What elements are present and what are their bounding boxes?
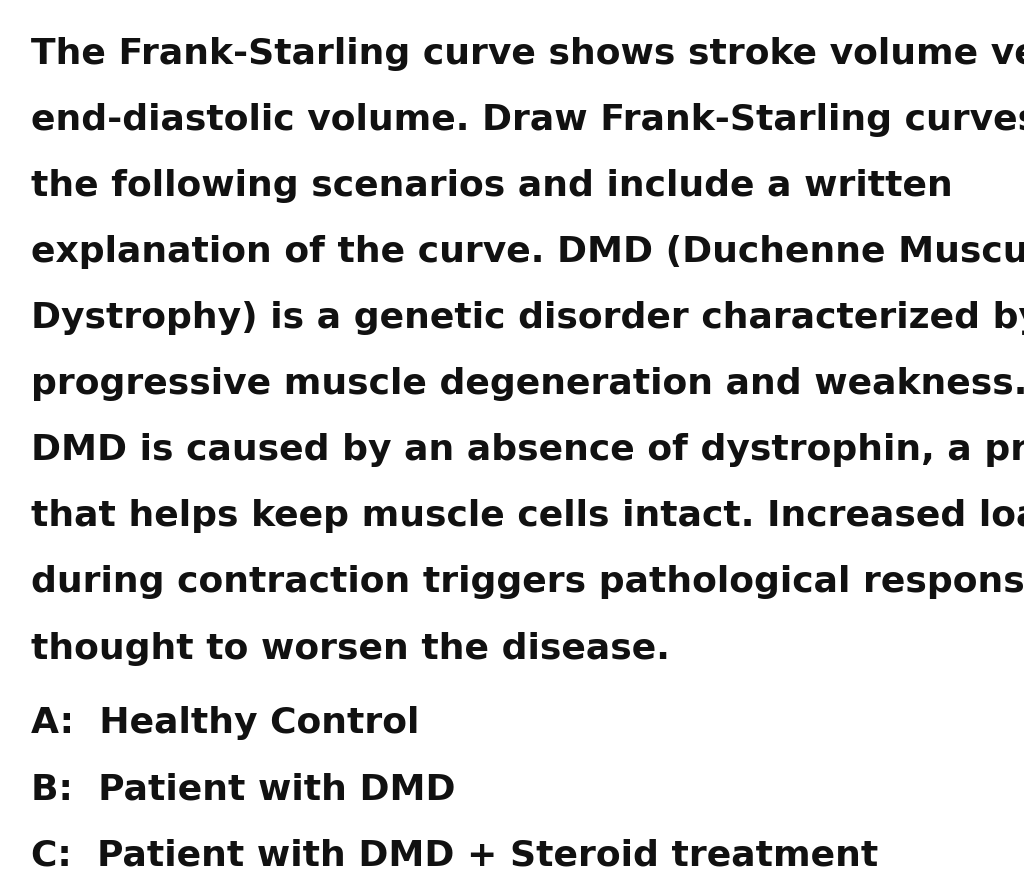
Text: Dystrophy) is a genetic disorder characterized by: Dystrophy) is a genetic disorder charact… <box>31 301 1024 335</box>
Text: end-diastolic volume. Draw Frank-Starling curves for: end-diastolic volume. Draw Frank-Starlin… <box>31 103 1024 136</box>
Text: C:  Patient with DMD + Steroid treatment: C: Patient with DMD + Steroid treatment <box>31 838 878 869</box>
Text: progressive muscle degeneration and weakness.: progressive muscle degeneration and weak… <box>31 367 1024 401</box>
Text: The Frank-Starling curve shows stroke volume versus: The Frank-Starling curve shows stroke vo… <box>31 36 1024 70</box>
Text: that helps keep muscle cells intact. Increased load: that helps keep muscle cells intact. Inc… <box>31 499 1024 533</box>
Text: DMD is caused by an absence of dystrophin, a protein: DMD is caused by an absence of dystrophi… <box>31 433 1024 467</box>
Text: during contraction triggers pathological responses: during contraction triggers pathological… <box>31 565 1024 599</box>
Text: B:  Patient with DMD: B: Patient with DMD <box>31 772 456 806</box>
Text: the following scenarios and include a written: the following scenarios and include a wr… <box>31 169 952 202</box>
Text: A:  Healthy Control: A: Healthy Control <box>31 706 419 740</box>
Text: explanation of the curve. DMD (Duchenne Muscular: explanation of the curve. DMD (Duchenne … <box>31 235 1024 269</box>
Text: thought to worsen the disease.: thought to worsen the disease. <box>31 631 670 665</box>
